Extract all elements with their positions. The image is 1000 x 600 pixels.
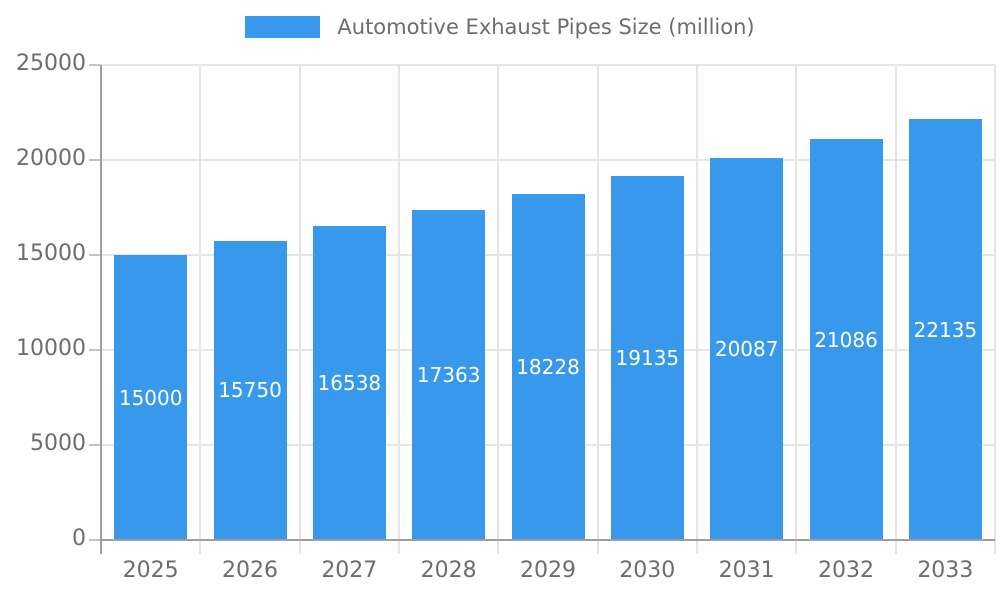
x-axis-tick-label: 2032: [817, 558, 874, 583]
bar-value-label: 18228: [516, 354, 580, 379]
legend-label: Automotive Exhaust Pipes Size (million): [337, 15, 755, 39]
y-axis-tick-label: 10000: [16, 336, 86, 361]
y-axis-tick-label: 20000: [16, 146, 86, 171]
x-axis-tick-label: 2028: [420, 558, 477, 583]
y-axis-line: [100, 65, 102, 554]
x-axis-tick-label: 2030: [619, 558, 676, 583]
x-axis-tick-label: 2027: [321, 558, 378, 583]
gridline-vertical: [696, 65, 698, 554]
bar-value-label: 19135: [615, 346, 680, 371]
x-axis-line: [101, 539, 995, 541]
bar-value-label: 16538: [317, 370, 382, 395]
y-axis-tick-label: 25000: [16, 51, 86, 76]
y-axis-tick-label: 5000: [30, 431, 86, 456]
bar-2033: 22135: [908, 119, 982, 540]
bar-2030: 19135: [610, 176, 684, 540]
y-axis-tick: [89, 159, 101, 161]
bar-value-label: 22135: [913, 317, 978, 342]
gridline-vertical: [994, 65, 996, 554]
bar-value-label: 17363: [416, 363, 481, 388]
gridline-horizontal: [101, 159, 995, 161]
bar-2031: 20087: [710, 158, 784, 540]
x-axis-tick-label: 2029: [519, 558, 576, 583]
bar-value-label: 20087: [714, 337, 779, 362]
bar-2026: 15750: [213, 240, 287, 540]
y-axis-tick: [89, 64, 101, 66]
bar-2025: 15000: [114, 255, 188, 540]
legend-item[interactable]: Automotive Exhaust Pipes Size (million): [0, 15, 1000, 39]
y-axis-tick-label: 15000: [16, 241, 86, 266]
gridline-vertical: [398, 65, 400, 554]
x-axis-tick-label: 2031: [718, 558, 775, 583]
gridline-horizontal: [101, 64, 995, 66]
y-axis-tick: [89, 254, 101, 256]
gridline-vertical: [894, 65, 897, 554]
gridline-vertical: [199, 65, 202, 554]
bar-2029: 18228: [511, 193, 585, 540]
y-axis-tick-label: 0: [72, 526, 86, 551]
y-axis-tick: [89, 444, 101, 446]
y-axis-tick: [89, 539, 101, 541]
bar-2027: 16538: [312, 225, 386, 540]
x-axis-tick-label: 2026: [221, 558, 278, 583]
gridline-vertical: [298, 65, 301, 554]
x-axis-tick-label: 2025: [122, 558, 179, 583]
y-axis-tick: [89, 349, 101, 351]
bar-value-label: 15750: [218, 378, 282, 403]
gridline-vertical: [795, 65, 798, 554]
bar-2028: 17363: [412, 210, 486, 540]
x-axis-tick-label: 2033: [917, 558, 974, 583]
legend-swatch: [245, 16, 321, 38]
bar-value-label: 21086: [814, 327, 878, 352]
gridline-vertical: [497, 65, 500, 554]
gridline-vertical: [596, 65, 599, 554]
bar-value-label: 15000: [118, 385, 183, 410]
bar-2032: 21086: [809, 139, 883, 540]
